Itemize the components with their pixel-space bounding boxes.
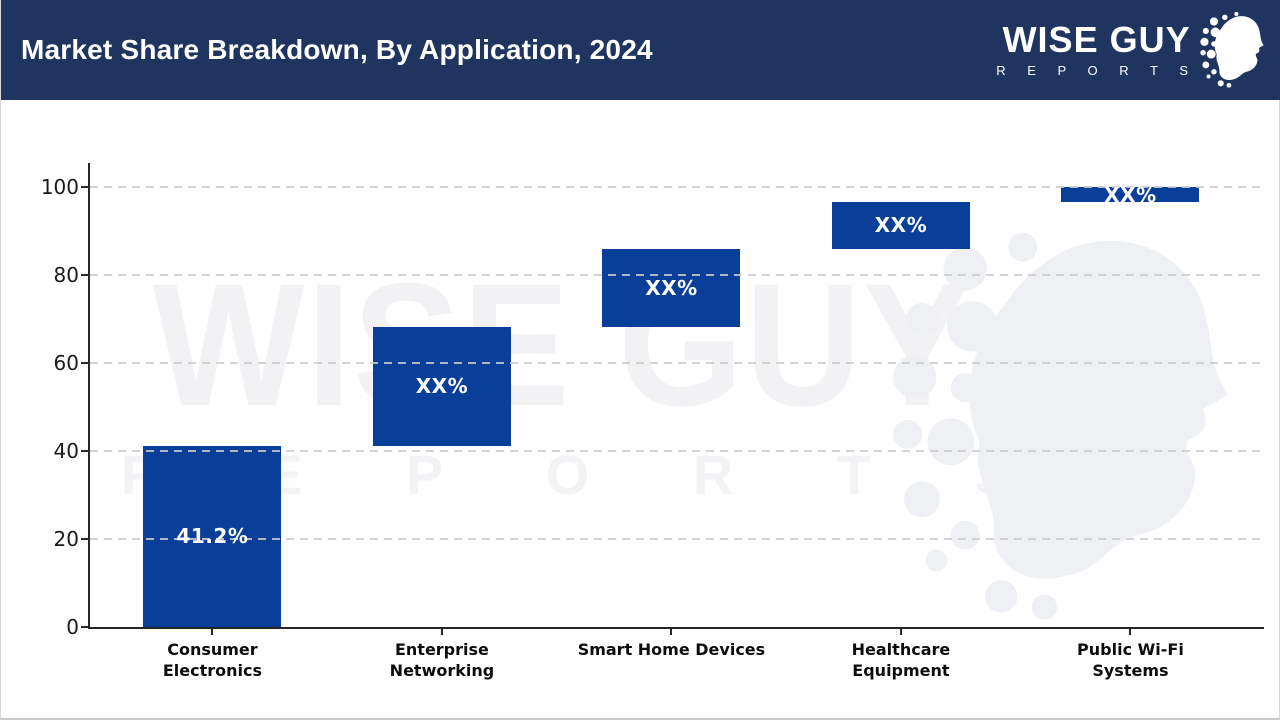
- y-tick-label-0: 0: [66, 615, 79, 639]
- y-tick-label-20: 20: [53, 527, 79, 551]
- bar-value-label-enterprise-networking: XX%: [415, 374, 469, 399]
- gridline-60: [90, 362, 1263, 364]
- x-category-label-enterprise-networking: Enterprise Networking: [389, 640, 495, 680]
- y-tick-label-60: 60: [53, 351, 79, 375]
- x-tick-enterprise-networking: [440, 629, 443, 635]
- bar-public-wi-fi-systems: [1061, 187, 1200, 203]
- chart-title: Market Share Breakdown, By Application, …: [21, 34, 653, 65]
- x-axis-line: [88, 627, 1264, 629]
- gridline-40: [90, 450, 1263, 452]
- gridline-20: [90, 538, 1263, 540]
- y-tick-20: [81, 538, 88, 540]
- x-tick-consumer-electronics: [211, 629, 214, 635]
- x-category-label-smart-home-devices: Smart Home Devices: [577, 640, 766, 659]
- gridline-100: [90, 186, 1263, 188]
- y-tick-40: [81, 450, 88, 452]
- y-axis-line: [88, 163, 90, 628]
- bar-value-label-smart-home-devices: XX%: [645, 275, 698, 300]
- logo-subtitle: R E P O R T S: [996, 63, 1197, 78]
- gridline-80: [90, 274, 1263, 276]
- bar-value-label-public-wi-fi-systems: XX%: [1104, 182, 1157, 207]
- y-tick-0: [81, 626, 88, 628]
- y-tick-80: [81, 274, 88, 276]
- x-tick-smart-home-devices: [670, 629, 673, 635]
- x-tick-healthcare-equipment: [899, 629, 902, 635]
- x-category-label-consumer-electronics: Consumer Electronics: [162, 640, 263, 680]
- bar-consumer-electronics: [143, 445, 282, 627]
- y-tick-label-40: 40: [53, 439, 79, 463]
- x-category-label-healthcare-equipment: Healthcare Equipment: [851, 640, 951, 680]
- wise-guy-logo: WISE GUY R E P O R T S: [996, 8, 1267, 92]
- bar-healthcare-equipment: [831, 201, 970, 250]
- y-tick-label-100: 100: [40, 175, 79, 199]
- y-tick-100: [81, 186, 88, 188]
- x-category-label-public-wi-fi-systems: Public Wi-Fi Systems: [1077, 640, 1184, 680]
- bar-enterprise-networking: [372, 326, 511, 446]
- logo-face-icon: [1200, 11, 1264, 88]
- header-bar: Market Share Breakdown, By Application, …: [1, 0, 1280, 100]
- bar-value-label-healthcare-equipment: XX%: [874, 213, 928, 238]
- logo-wordmark: WISE GUY: [1002, 19, 1191, 60]
- y-tick-label-80: 80: [53, 263, 79, 287]
- logo-text: WISE GUY R E P O R T S: [996, 20, 1197, 80]
- bar-value-label-consumer-electronics: 41.2%: [176, 524, 249, 549]
- bar-smart-home-devices: [602, 249, 741, 327]
- y-tick-60: [81, 362, 88, 364]
- x-tick-public-wi-fi-systems: [1129, 629, 1132, 635]
